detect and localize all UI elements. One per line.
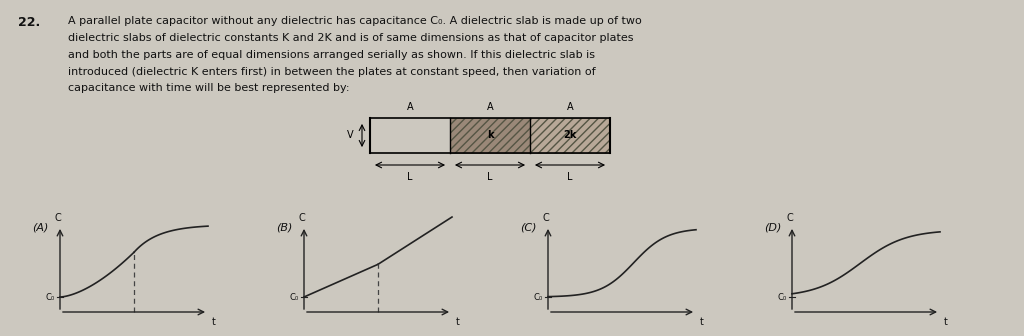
Text: 2k: 2k xyxy=(563,130,577,140)
Text: (D): (D) xyxy=(764,222,781,232)
Text: C₀: C₀ xyxy=(290,293,299,301)
Text: t: t xyxy=(700,317,703,327)
Bar xyxy=(530,118,610,153)
Text: (A): (A) xyxy=(32,222,48,232)
Text: t: t xyxy=(456,317,460,327)
Text: C₀: C₀ xyxy=(534,293,543,301)
Text: A: A xyxy=(486,102,494,112)
Text: C: C xyxy=(54,213,61,223)
Text: and both the parts are of equal dimensions arranged serially as shown. If this d: and both the parts are of equal dimensio… xyxy=(68,50,595,60)
Text: capacitance with time will be best represented by:: capacitance with time will be best repre… xyxy=(68,83,349,93)
Text: introduced (dielectric K enters first) in between the plates at constant speed, : introduced (dielectric K enters first) i… xyxy=(68,67,596,77)
Text: C: C xyxy=(786,213,794,223)
Text: t: t xyxy=(944,317,948,327)
Text: C: C xyxy=(299,213,305,223)
Text: L: L xyxy=(567,172,572,182)
Text: dielectric slabs of dielectric constants K and 2K and is of same dimensions as t: dielectric slabs of dielectric constants… xyxy=(68,33,634,43)
Text: L: L xyxy=(487,172,493,182)
Text: L: L xyxy=(408,172,413,182)
Text: (B): (B) xyxy=(276,222,293,232)
Text: t: t xyxy=(212,317,216,327)
Text: V: V xyxy=(347,130,353,140)
Bar xyxy=(450,118,530,153)
Text: k: k xyxy=(486,130,494,140)
Text: (C): (C) xyxy=(520,222,537,232)
Text: 22.: 22. xyxy=(18,16,40,29)
Text: A: A xyxy=(407,102,414,112)
Text: C₀: C₀ xyxy=(46,293,55,301)
Text: A parallel plate capacitor without any dielectric has capacitance C₀. A dielectr: A parallel plate capacitor without any d… xyxy=(68,16,642,26)
Text: C₀: C₀ xyxy=(778,293,787,301)
Text: C: C xyxy=(543,213,549,223)
Text: A: A xyxy=(566,102,573,112)
